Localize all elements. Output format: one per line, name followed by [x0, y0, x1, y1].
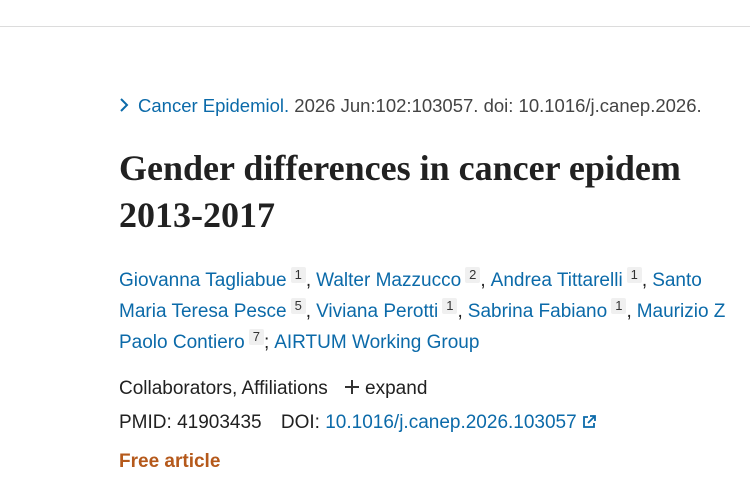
- header-border: [0, 26, 750, 27]
- doi-label: DOI:: [280, 412, 320, 433]
- author-link[interactable]: Maria Teresa Pesce: [119, 301, 287, 322]
- citation-details: 2026 Jun:102:103057. doi: 10.1016/j.cane…: [289, 95, 702, 116]
- author-line: Maria Teresa Pesce 5, Viviana Perotti 1, Sab…: [119, 298, 725, 324]
- affiliation-ref[interactable]: 1: [290, 267, 306, 283]
- citation: Cancer Epidemiol. 2026 Jun:102:103057. d…: [118, 94, 702, 118]
- separator: ,: [305, 301, 312, 322]
- author-link[interactable]: Santo: [652, 270, 702, 291]
- identifiers-row: PMID: 41903435 DOI: 10.1016/j.canep.2026…: [119, 411, 597, 435]
- free-article[interactable]: Free article: [119, 451, 221, 472]
- separator: ;: [263, 332, 270, 353]
- separator: ,: [641, 270, 648, 291]
- affiliation-ref[interactable]: 5: [290, 298, 306, 314]
- author-link[interactable]: Maurizio Z: [636, 301, 726, 322]
- author-link[interactable]: Andrea Tittarelli: [490, 270, 623, 291]
- collaborators-label: Collaborators, Affiliations: [119, 378, 328, 399]
- author-line: Paolo Contiero 7; AIRTUM Working Group: [119, 329, 479, 355]
- journal-link[interactable]: Cancer Epidemiol.: [138, 95, 290, 116]
- separator: ,: [480, 270, 486, 291]
- affiliation-ref[interactable]: 7: [248, 329, 264, 345]
- expand-toggle[interactable]: expand: [365, 378, 428, 399]
- separator: ,: [457, 301, 463, 322]
- author-line: Giovanna Tagliabue 1, Walter Mazzucco 2, And…: [119, 267, 702, 293]
- chevron-icon: [120, 98, 129, 112]
- plus-icon[interactable]: [343, 378, 361, 396]
- author-link[interactable]: Viviana Perotti: [316, 301, 439, 322]
- separator: ,: [626, 301, 632, 322]
- doi-link[interactable]: 10.1016/j.canep.2026.103057: [325, 412, 577, 433]
- affiliation-ref[interactable]: 1: [611, 298, 627, 314]
- author-link[interactable]: Sabrina Fabiano: [467, 301, 608, 322]
- affiliation-ref[interactable]: 1: [442, 298, 458, 314]
- collaborators-row: Collaborators, Affiliations expand: [119, 377, 427, 401]
- author-link[interactable]: AIRTUM Working Group: [274, 332, 480, 353]
- pmid: 41903435: [177, 412, 262, 433]
- affiliation-ref[interactable]: 2: [465, 267, 481, 283]
- author-link[interactable]: Walter Mazzucco: [316, 270, 462, 291]
- author-link[interactable]: Giovanna Tagliabue: [119, 270, 287, 291]
- external-link-icon: [582, 415, 596, 428]
- separator: ,: [305, 270, 312, 291]
- affiliation-ref[interactable]: 1: [626, 267, 642, 283]
- title-line: Gender differences in cancer epidem: [119, 148, 681, 188]
- title-line: 2013-2017: [119, 195, 275, 235]
- pmid-label: PMID:: [119, 412, 172, 433]
- author-link[interactable]: Paolo Contiero: [119, 332, 245, 353]
